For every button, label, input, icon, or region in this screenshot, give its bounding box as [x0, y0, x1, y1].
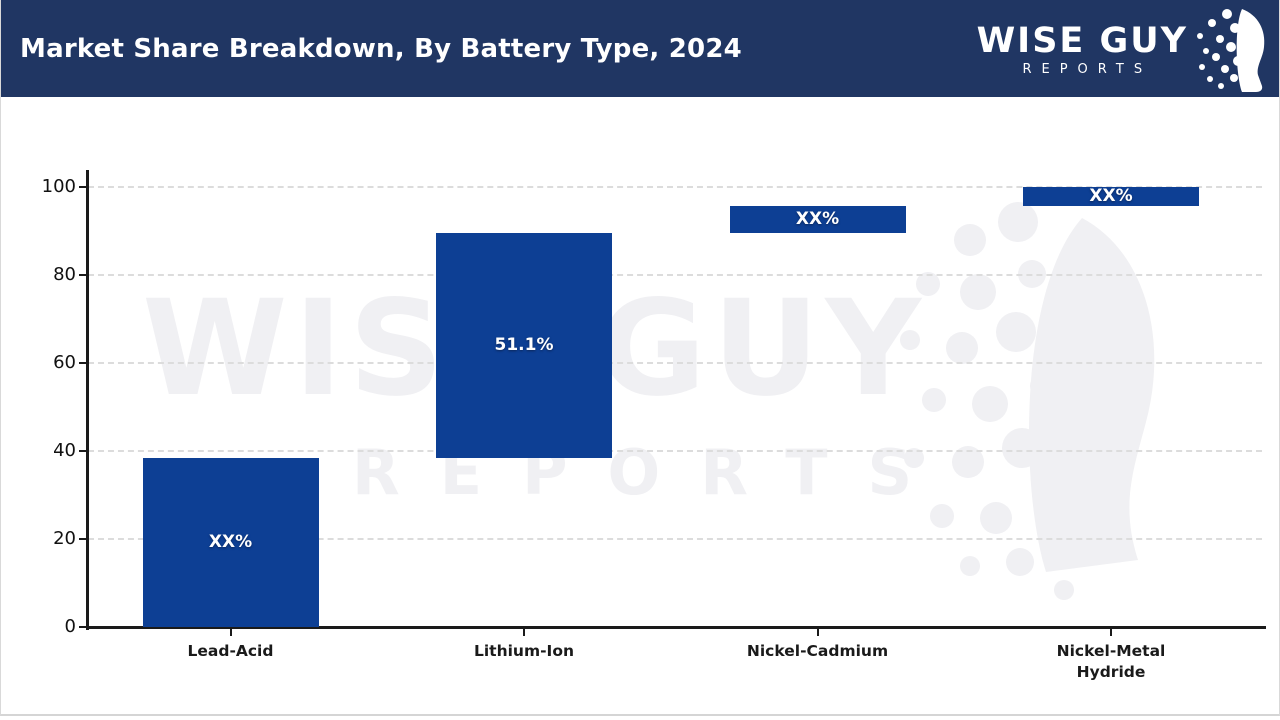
- bar-lithium-ion: 51.1%: [436, 232, 612, 458]
- y-axis-line: [86, 170, 89, 630]
- y-tick-mark-40: [79, 450, 88, 452]
- gridline-40: [88, 450, 1262, 452]
- logo-text: WISE GUY REPORTS: [977, 21, 1188, 77]
- x-tick-label-line: Nickel-Cadmium: [746, 642, 889, 660]
- x-axis-line: [86, 626, 1266, 629]
- x-tick-label-line: Lead-Acid: [187, 642, 274, 660]
- bar-label-lead-acid: XX%: [208, 532, 253, 553]
- gridline-100: [88, 186, 1262, 188]
- y-tick-label-100: 100: [41, 176, 76, 197]
- y-tick-mark-60: [79, 362, 88, 364]
- y-tick-label-60: 60: [53, 352, 76, 373]
- page-title: Market Share Breakdown, By Battery Type,…: [20, 33, 742, 64]
- x-tick-mark-nickel-cadmium: [816, 628, 819, 636]
- logo-face-icon: [1197, 9, 1265, 92]
- x-tick-label-nickel-metal-hydride: Nickel-Metal Hydride: [991, 641, 1231, 683]
- bar-label-lithium-ion: 51.1%: [494, 335, 554, 356]
- watermark-head-dots: [900, 202, 1155, 600]
- chart-plot-area: 0 20 40 60 80 100 XX% Lead-Acid 51.1% Lithium-Ion…: [0, 97, 1280, 720]
- y-tick-mark-0: [79, 626, 88, 628]
- y-tick-mark-80: [79, 274, 88, 276]
- y-tick-label-0: 0: [64, 616, 76, 637]
- logo-secondary-text: REPORTS: [1022, 62, 1153, 77]
- x-tick-label-lithium-ion: Lithium-Ion: [404, 641, 644, 662]
- header-band: Market Share Breakdown, By Battery Type,…: [0, 0, 1280, 97]
- x-tick-mark-nickel-metal-hydride: [1110, 628, 1112, 636]
- bar-label-nickel-cadmium: XX%: [795, 209, 840, 230]
- bar-nickel-cadmium: XX%: [729, 205, 906, 233]
- x-tick-mark-lead-acid: [229, 628, 232, 636]
- gridline-20: [88, 538, 1262, 540]
- gridline-80: [88, 274, 1262, 276]
- logo-primary-text: WISE GUY: [976, 21, 1188, 61]
- y-tick-label-20: 20: [53, 528, 76, 549]
- x-tick-label-line: Nickel-Metal: [1056, 642, 1166, 660]
- y-tick-mark-20: [79, 538, 88, 540]
- x-tick-label-line: Lithium-Ion: [473, 642, 575, 660]
- wise-guy-logo: WISE GUY REPORTS: [977, 6, 1266, 92]
- x-tick-label-nickel-cadmium: Nickel-Cadmium: [698, 641, 938, 662]
- bar-nickel-metal-hydride: XX%: [1023, 186, 1199, 207]
- y-tick-label-40: 40: [53, 440, 76, 461]
- bar-label-nickel-metal-hydride: XX%: [1089, 186, 1133, 207]
- gridline-60: [88, 362, 1262, 364]
- x-tick-label-line: Hydride: [1076, 663, 1146, 681]
- x-tick-mark-lithium-ion: [523, 628, 525, 636]
- x-tick-label-lead-acid: Lead-Acid: [111, 641, 351, 662]
- y-tick-label-80: 80: [53, 264, 76, 285]
- y-tick-mark-100: [79, 186, 88, 188]
- bar-lead-acid: XX%: [142, 457, 319, 627]
